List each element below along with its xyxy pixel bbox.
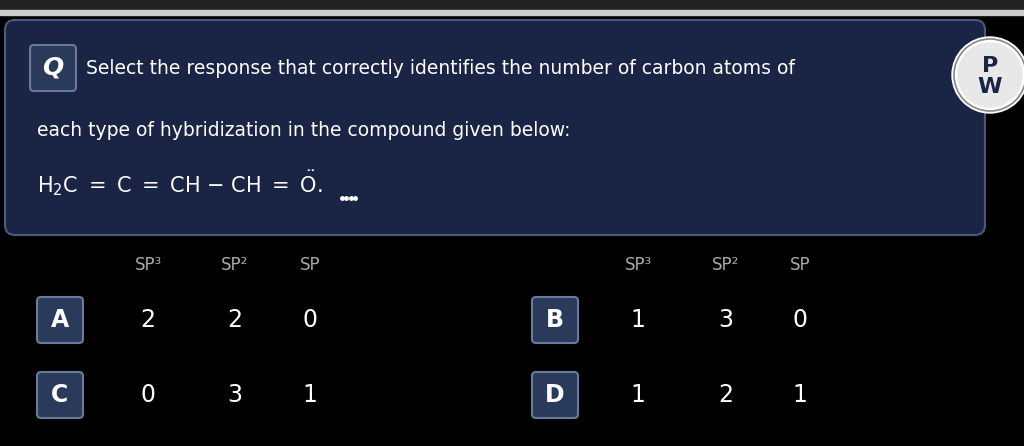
Text: 1: 1 — [793, 383, 808, 407]
Text: 3: 3 — [227, 383, 243, 407]
Text: A: A — [51, 308, 70, 332]
FancyBboxPatch shape — [532, 297, 578, 343]
Text: 1: 1 — [302, 383, 317, 407]
Circle shape — [958, 43, 1022, 107]
Text: B: B — [546, 308, 564, 332]
Text: C: C — [51, 383, 69, 407]
Text: Q: Q — [42, 56, 63, 80]
FancyBboxPatch shape — [532, 372, 578, 418]
Text: SP³: SP³ — [625, 256, 651, 274]
Text: 2: 2 — [719, 383, 733, 407]
Text: 0: 0 — [140, 383, 156, 407]
Text: H$_2$C $=$ C $=$ CH $-$ CH $=$ $\ddot{\mathrm{O}}$.: H$_2$C $=$ C $=$ CH $-$ CH $=$ $\ddot{\m… — [37, 168, 323, 198]
FancyBboxPatch shape — [37, 372, 83, 418]
FancyBboxPatch shape — [30, 45, 76, 91]
Bar — [0, 0, 1024, 10]
Text: SP³: SP³ — [134, 256, 162, 274]
Text: 2: 2 — [227, 308, 243, 332]
Text: 0: 0 — [302, 308, 317, 332]
Text: Select the response that correctly identifies the number of carbon atoms of: Select the response that correctly ident… — [86, 58, 795, 78]
FancyBboxPatch shape — [5, 20, 985, 235]
Text: SP²: SP² — [713, 256, 739, 274]
Circle shape — [952, 37, 1024, 113]
Text: 1: 1 — [631, 308, 645, 332]
Bar — [0, 10, 1024, 15]
Text: 3: 3 — [719, 308, 733, 332]
Text: W: W — [978, 77, 1002, 97]
Text: each type of hybridization in the compound given below:: each type of hybridization in the compou… — [37, 120, 570, 140]
Text: 2: 2 — [140, 308, 156, 332]
Text: 0: 0 — [793, 308, 808, 332]
Text: SP: SP — [300, 256, 321, 274]
Text: SP: SP — [790, 256, 810, 274]
FancyBboxPatch shape — [37, 297, 83, 343]
Text: P: P — [982, 56, 998, 76]
Text: SP²: SP² — [221, 256, 249, 274]
Text: 1: 1 — [631, 383, 645, 407]
Text: D: D — [545, 383, 565, 407]
